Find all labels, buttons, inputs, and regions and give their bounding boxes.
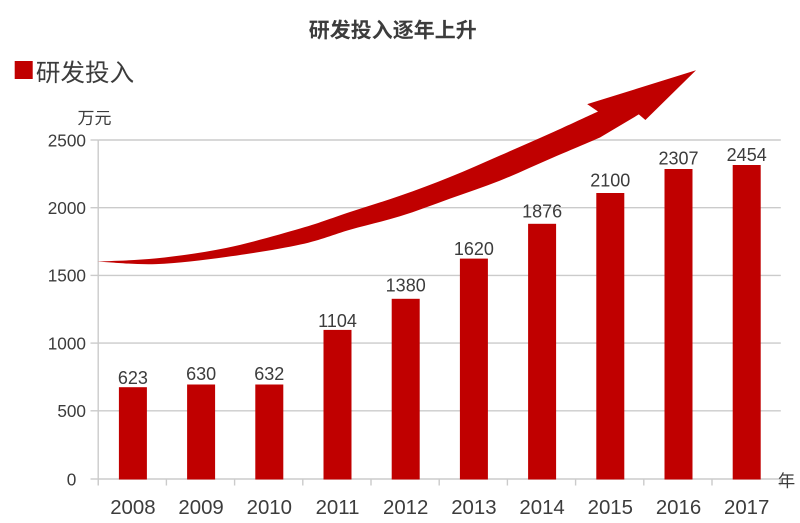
svg-text:2009: 2009 xyxy=(178,497,223,519)
svg-text:2016: 2016 xyxy=(656,497,701,519)
svg-text:630: 630 xyxy=(186,364,216,384)
svg-text:2014: 2014 xyxy=(519,497,564,519)
svg-text:1000: 1000 xyxy=(48,333,86,353)
svg-text:2017: 2017 xyxy=(724,497,769,519)
svg-text:1620: 1620 xyxy=(454,239,494,259)
svg-text:2008: 2008 xyxy=(110,497,155,519)
svg-text:1876: 1876 xyxy=(522,201,562,221)
svg-text:1500: 1500 xyxy=(48,266,86,286)
svg-text:2100: 2100 xyxy=(590,170,630,190)
svg-text:632: 632 xyxy=(254,364,284,384)
svg-text:2013: 2013 xyxy=(451,497,496,519)
svg-text:2015: 2015 xyxy=(588,497,633,519)
svg-text:0: 0 xyxy=(67,469,77,489)
svg-text:1380: 1380 xyxy=(386,276,426,296)
svg-text:623: 623 xyxy=(118,368,148,388)
svg-text:2012: 2012 xyxy=(383,497,428,519)
svg-text:500: 500 xyxy=(57,401,86,421)
svg-text:2010: 2010 xyxy=(247,497,292,519)
svg-text:2500: 2500 xyxy=(48,130,86,150)
svg-text:2011: 2011 xyxy=(316,497,360,519)
svg-text:2307: 2307 xyxy=(658,148,698,168)
svg-text:1104: 1104 xyxy=(318,311,357,331)
svg-text:2000: 2000 xyxy=(48,198,86,218)
svg-text:2454: 2454 xyxy=(727,145,767,165)
